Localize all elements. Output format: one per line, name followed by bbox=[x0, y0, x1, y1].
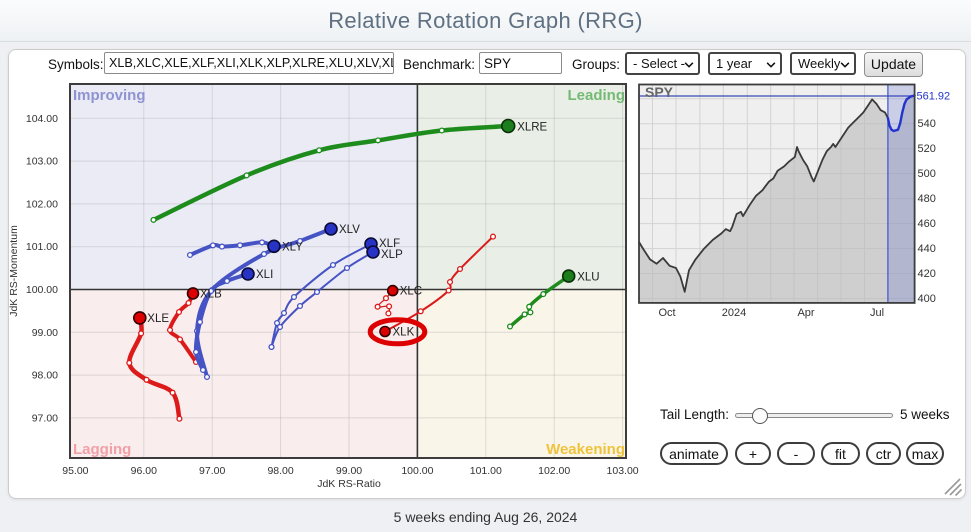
svg-text:XLB: XLB bbox=[200, 288, 222, 300]
svg-text:99.00: 99.00 bbox=[32, 327, 58, 339]
svg-text:100.00: 100.00 bbox=[26, 284, 58, 296]
svg-text:XLC: XLC bbox=[400, 286, 422, 298]
svg-text:102.00: 102.00 bbox=[26, 198, 58, 210]
svg-text:97.00: 97.00 bbox=[32, 412, 58, 424]
svg-text:103.00: 103.00 bbox=[607, 465, 639, 477]
svg-text:JdK RS-Ratio: JdK RS-Ratio bbox=[317, 478, 381, 490]
svg-text:400: 400 bbox=[918, 293, 936, 305]
svg-text:Apr: Apr bbox=[797, 307, 814, 319]
svg-text:2024: 2024 bbox=[722, 307, 746, 319]
svg-text:561.92: 561.92 bbox=[917, 91, 951, 103]
svg-text:XLK: XLK bbox=[393, 327, 415, 339]
svg-text:Weakening: Weakening bbox=[546, 441, 625, 458]
svg-text:Improving: Improving bbox=[73, 87, 146, 104]
svg-text:JdK RS-Momentum: JdK RS-Momentum bbox=[8, 225, 20, 317]
svg-text:XLP: XLP bbox=[381, 249, 403, 261]
svg-text:SPY: SPY bbox=[645, 84, 674, 100]
svg-text:98.00: 98.00 bbox=[32, 370, 58, 382]
svg-text:102.00: 102.00 bbox=[538, 465, 570, 477]
svg-text:Leading: Leading bbox=[567, 87, 625, 104]
svg-text:XLE: XLE bbox=[147, 313, 169, 325]
svg-text:95.00: 95.00 bbox=[62, 465, 88, 477]
svg-text:104.00: 104.00 bbox=[26, 113, 58, 125]
svg-text:420: 420 bbox=[918, 268, 936, 280]
svg-text:99.00: 99.00 bbox=[336, 465, 362, 477]
svg-text:XLF: XLF bbox=[379, 238, 400, 250]
svg-text:520: 520 bbox=[918, 143, 936, 155]
svg-text:540: 540 bbox=[918, 118, 936, 130]
svg-text:XLU: XLU bbox=[577, 272, 599, 284]
svg-text:XLI: XLI bbox=[256, 269, 273, 281]
svg-text:XLY: XLY bbox=[282, 241, 303, 253]
svg-text:101.00: 101.00 bbox=[26, 241, 58, 253]
svg-text:500: 500 bbox=[918, 168, 936, 180]
svg-text:480: 480 bbox=[918, 193, 936, 205]
svg-text:96.00: 96.00 bbox=[131, 465, 157, 477]
svg-text:460: 460 bbox=[918, 218, 936, 230]
svg-text:XLRE: XLRE bbox=[517, 122, 547, 134]
svg-text:440: 440 bbox=[918, 243, 936, 255]
svg-text:Lagging: Lagging bbox=[73, 441, 131, 458]
svg-text:103.00: 103.00 bbox=[26, 156, 58, 168]
svg-text:100.00: 100.00 bbox=[401, 465, 433, 477]
svg-text:98.00: 98.00 bbox=[267, 465, 293, 477]
svg-text:Oct: Oct bbox=[658, 307, 675, 319]
svg-text:97.00: 97.00 bbox=[199, 465, 225, 477]
svg-text:101.00: 101.00 bbox=[470, 465, 502, 477]
svg-text:XLV: XLV bbox=[339, 224, 360, 236]
svg-text:Jul: Jul bbox=[870, 307, 884, 319]
